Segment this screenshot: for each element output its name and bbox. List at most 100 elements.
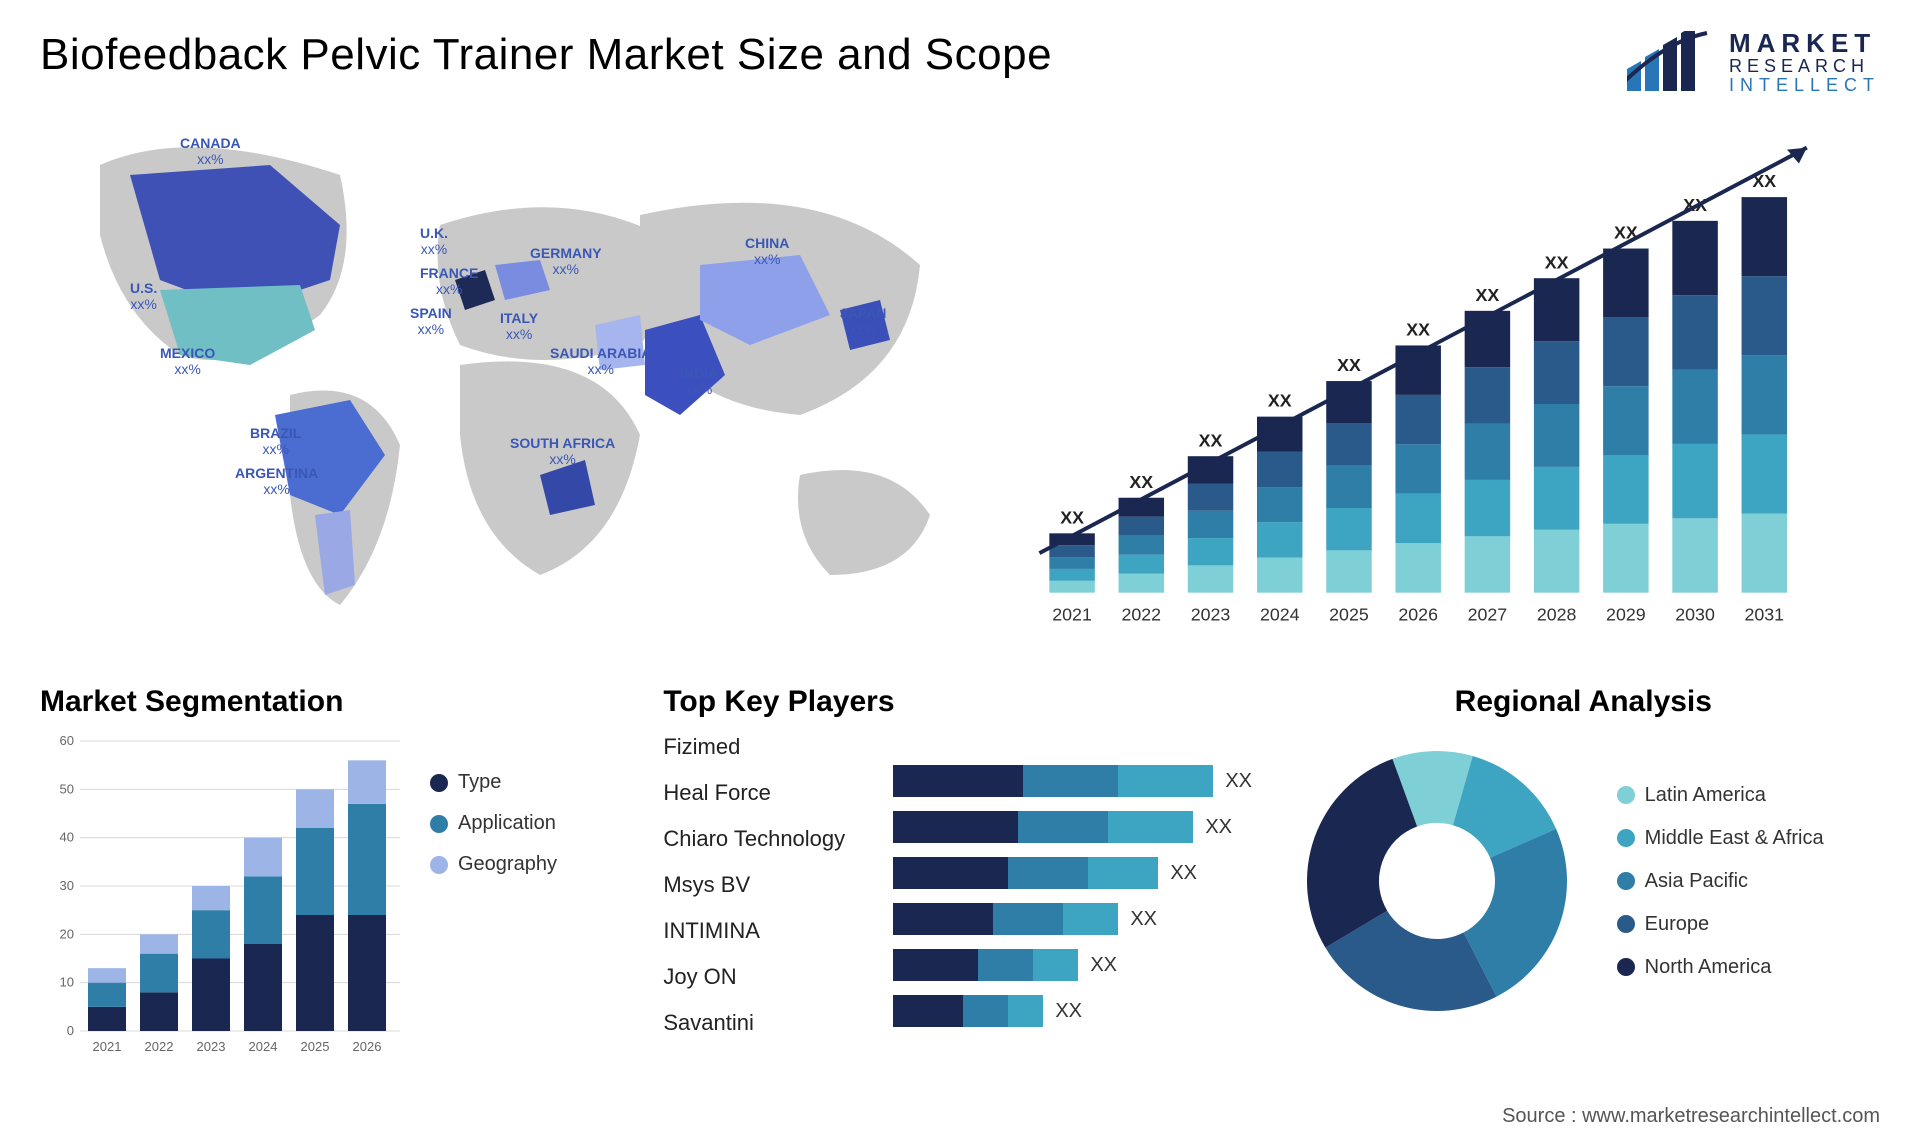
logo-line-1: MARKET <box>1729 30 1880 57</box>
legend-item: Asia Pacific <box>1617 870 1824 893</box>
map-label: SAUDI ARABIAxx% <box>550 345 651 377</box>
svg-text:2028: 2028 <box>1537 604 1577 624</box>
svg-text:50: 50 <box>60 781 74 796</box>
key-players-panel: Top Key Players FizimedHeal ForceChiaro … <box>663 685 1256 1115</box>
key-players-title: Top Key Players <box>663 685 1256 719</box>
svg-text:XX: XX <box>1060 508 1084 528</box>
page-title: Biofeedback Pelvic Trainer Market Size a… <box>40 30 1052 80</box>
player-bar-segment <box>893 903 993 935</box>
player-bar-segment <box>1033 949 1078 981</box>
player-bar-segment <box>893 811 1018 843</box>
legend-item: Europe <box>1617 913 1824 936</box>
player-bar-segment <box>1008 857 1088 889</box>
svg-text:2022: 2022 <box>1122 604 1162 624</box>
player-value: XX <box>1130 908 1157 931</box>
svg-text:2024: 2024 <box>1260 604 1300 624</box>
legend-item: Latin America <box>1617 784 1824 807</box>
segmentation-panel: Market Segmentation 01020304050602021202… <box>40 685 633 1115</box>
map-label: CHINAxx% <box>745 235 789 267</box>
player-bar-row: XX <box>893 949 1256 981</box>
key-players-bars: XX XX XX XX XX XX <box>893 731 1256 1039</box>
regional-panel: Regional Analysis Latin AmericaMiddle Ea… <box>1287 685 1880 1115</box>
segmentation-legend: Type Application Geography <box>430 731 557 1061</box>
player-name: Heal Force <box>663 777 883 809</box>
svg-text:2026: 2026 <box>1398 604 1438 624</box>
player-name: Msys BV <box>663 869 883 901</box>
player-bar-row: XX <box>893 857 1256 889</box>
player-bar-segment <box>1023 765 1118 797</box>
player-value: XX <box>1225 770 1252 793</box>
legend-label: Europe <box>1645 913 1710 936</box>
legend-label: Application <box>458 812 556 835</box>
logo-line-3: INTELLECT <box>1729 76 1880 95</box>
legend-swatch-icon <box>430 774 448 792</box>
legend-label: Type <box>458 771 501 794</box>
svg-text:30: 30 <box>60 878 74 893</box>
player-bar-row: XX <box>893 811 1256 843</box>
svg-text:40: 40 <box>60 830 74 845</box>
svg-text:2021: 2021 <box>93 1039 122 1054</box>
brand-logo: MARKET RESEARCH INTELLECT <box>1627 30 1880 95</box>
player-value: XX <box>1170 862 1197 885</box>
map-label: ITALYxx% <box>500 310 538 342</box>
svg-text:XX: XX <box>1406 320 1430 340</box>
svg-text:20: 20 <box>60 926 74 941</box>
map-label: MEXICOxx% <box>160 345 215 377</box>
player-bar-segment <box>1008 995 1043 1027</box>
map-label: SPAINxx% <box>410 305 452 337</box>
logo-line-2: RESEARCH <box>1729 57 1880 76</box>
player-value: XX <box>1055 1000 1082 1023</box>
svg-text:XX: XX <box>1129 472 1153 492</box>
svg-text:2024: 2024 <box>249 1039 278 1054</box>
player-bar <box>893 811 1193 843</box>
svg-text:2023: 2023 <box>1191 604 1231 624</box>
player-name: INTIMINA <box>663 915 883 947</box>
player-bar-segment <box>893 949 978 981</box>
svg-text:2026: 2026 <box>353 1039 382 1054</box>
map-label: JAPANxx% <box>840 305 886 337</box>
svg-text:2025: 2025 <box>1329 604 1369 624</box>
legend-swatch-icon <box>430 856 448 874</box>
player-bar-segment <box>893 765 1023 797</box>
player-bar-segment <box>978 949 1033 981</box>
logo-mark-icon <box>1627 31 1717 95</box>
map-label: GERMANYxx% <box>530 245 602 277</box>
svg-text:XX: XX <box>1199 430 1223 450</box>
svg-text:2031: 2031 <box>1745 604 1785 624</box>
player-bar-row: XX <box>893 765 1256 797</box>
legend-label: Latin America <box>1645 784 1766 807</box>
world-map-panel: CANADAxx%U.S.xx%MEXICOxx%BRAZILxx%ARGENT… <box>40 115 960 655</box>
player-bar-row: XX <box>893 995 1256 1027</box>
top-row: CANADAxx%U.S.xx%MEXICOxx%BRAZILxx%ARGENT… <box>40 115 1880 655</box>
svg-text:2025: 2025 <box>301 1039 330 1054</box>
bottom-row: Market Segmentation 01020304050602021202… <box>40 685 1880 1115</box>
map-label: FRANCExx% <box>420 265 478 297</box>
legend-swatch-icon <box>1617 915 1635 933</box>
player-bar-segment <box>963 995 1008 1027</box>
svg-text:2029: 2029 <box>1606 604 1646 624</box>
legend-label: Geography <box>458 853 557 876</box>
legend-label: North America <box>1645 956 1772 979</box>
map-label: ARGENTINAxx% <box>235 465 318 497</box>
legend-item: Type <box>430 771 557 794</box>
svg-text:XX: XX <box>1268 391 1292 411</box>
map-label: BRAZILxx% <box>250 425 301 457</box>
regional-legend: Latin America Middle East & Africa Asia Pa… <box>1617 784 1824 979</box>
svg-text:60: 60 <box>60 733 74 748</box>
legend-item: North America <box>1617 956 1824 979</box>
player-bar <box>893 903 1118 935</box>
map-label: INDIAxx% <box>680 365 718 397</box>
player-name: Savantini <box>663 1007 883 1039</box>
player-bar <box>893 765 1213 797</box>
svg-text:XX: XX <box>1337 355 1361 375</box>
player-bar-segment <box>1018 811 1108 843</box>
legend-label: Middle East & Africa <box>1645 827 1824 850</box>
svg-text:2030: 2030 <box>1675 604 1715 624</box>
svg-text:XX: XX <box>1476 285 1500 305</box>
player-bar-segment <box>1088 857 1158 889</box>
map-label: CANADAxx% <box>180 135 241 167</box>
svg-text:2027: 2027 <box>1468 604 1508 624</box>
header: Biofeedback Pelvic Trainer Market Size a… <box>40 30 1880 95</box>
player-name: Chiaro Technology <box>663 823 883 855</box>
legend-label: Asia Pacific <box>1645 870 1748 893</box>
